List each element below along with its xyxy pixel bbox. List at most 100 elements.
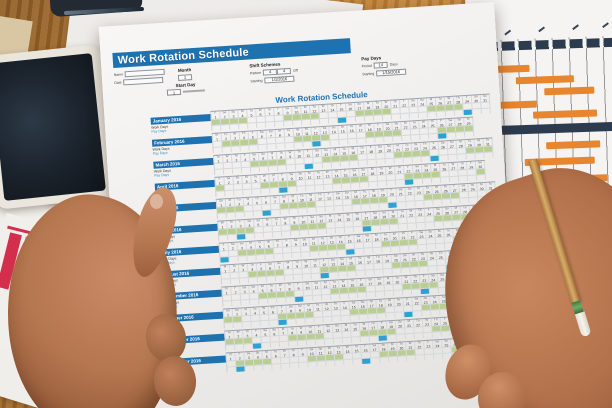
no-pay-cell: [261, 321, 269, 326]
check-mark: [538, 26, 546, 33]
no-pay-cell: [361, 204, 369, 209]
no-pay-cell: [245, 366, 253, 371]
date-field: [123, 76, 164, 86]
no-pay-cell: [291, 231, 299, 236]
no-pay-cell: [288, 187, 296, 192]
no-pay-cell: [226, 345, 234, 350]
no-pay-cell: [259, 299, 267, 304]
no-pay-cell: [426, 222, 434, 227]
no-pay-cell: [387, 181, 395, 186]
no-pay-cell: [430, 288, 438, 293]
no-pay-cell: [244, 344, 252, 349]
no-pay-cell: [320, 119, 328, 124]
no-pay-cell: [372, 226, 380, 231]
no-pay-cell: [448, 155, 456, 160]
tablet-screen: [0, 53, 106, 201]
no-pay-cell: [414, 179, 422, 184]
no-pay-cell: [327, 228, 335, 233]
no-pay-cell: [272, 364, 280, 369]
no-pay-cell: [325, 206, 333, 211]
no-pay-cell: [434, 354, 442, 359]
no-pay-cell: [439, 155, 447, 160]
no-pay-cell: [367, 292, 375, 297]
no-pay-cell: [473, 109, 481, 114]
no-pay-cell: [423, 178, 431, 183]
no-pay-cell: [268, 298, 276, 303]
no-pay-cell: [314, 317, 322, 322]
pay-day-cell: [304, 163, 314, 170]
no-pay-cell: [300, 230, 308, 235]
no-pay-cell: [344, 360, 352, 365]
no-pay-cell: [416, 355, 424, 360]
pay-day-cell: [420, 288, 430, 295]
no-pay-cell: [334, 338, 342, 343]
no-pay-cell: [323, 317, 331, 322]
name-label: Name: [113, 72, 124, 78]
name-field: [124, 68, 166, 78]
no-pay-cell: [252, 189, 260, 194]
no-pay-cell: [296, 164, 304, 169]
pattern-label: Pattern: [249, 70, 262, 75]
no-pay-cell: [271, 342, 279, 347]
no-pay-cell: [343, 338, 351, 343]
no-pay-cell: [317, 361, 325, 366]
pay-day-cell: [362, 358, 371, 364]
thumb-nail: [150, 194, 163, 209]
no-pay-cell: [225, 191, 233, 196]
no-pay-cell: [270, 188, 278, 193]
no-pay-cell: [401, 114, 409, 119]
pay-starting-label: Starting: [362, 71, 375, 76]
no-pay-cell: [384, 137, 392, 142]
pay-day-cell: [312, 141, 321, 147]
no-pay-cell: [442, 331, 450, 336]
no-pay-cell: [321, 141, 329, 146]
no-pay-cell: [289, 341, 297, 346]
no-pay-cell: [456, 132, 464, 137]
no-pay-cell: [482, 108, 490, 113]
no-pay-cell: [433, 332, 441, 337]
no-pay-cell: [370, 204, 378, 209]
no-pay-cell: [315, 185, 323, 190]
check-mark: [572, 24, 579, 31]
no-pay-cell: [258, 277, 266, 282]
no-pay-cell: [408, 223, 416, 228]
no-pay-cell: [250, 299, 258, 304]
no-pay-cell: [266, 122, 274, 127]
no-pay-cell: [299, 362, 307, 367]
no-pay-cell: [375, 270, 383, 275]
month-fields: Month 1 Start Day 1: [165, 66, 205, 97]
no-pay-cell: [314, 163, 322, 168]
no-pay-cell: [326, 361, 334, 366]
no-pay-cell: [247, 255, 255, 260]
no-pay-cell: [446, 111, 454, 116]
no-pay-cell: [427, 244, 435, 249]
pay-day-cell: [237, 234, 246, 240]
no-pay-cell: [230, 124, 238, 129]
no-pay-cell: [428, 112, 436, 117]
no-pay-cell: [345, 227, 353, 232]
no-pay-cell: [285, 275, 293, 280]
no-pay-cell: [273, 232, 281, 237]
no-pay-cell: [294, 142, 302, 147]
no-pay-cell: [278, 165, 286, 170]
month-value-field: 1: [177, 73, 193, 81]
no-pay-cell: [316, 207, 324, 212]
no-pay-cell: [240, 146, 248, 151]
no-pay-cell: [340, 294, 348, 299]
no-pay-cell: [260, 167, 268, 172]
no-pay-cell: [433, 200, 441, 205]
no-pay-cell: [287, 319, 295, 324]
no-pay-cell: [329, 118, 337, 123]
no-pay-cell: [398, 356, 406, 361]
no-pay-cell: [313, 295, 321, 300]
no-pay-cell: [441, 177, 449, 182]
no-pay-cell: [484, 152, 492, 157]
check-mark: [504, 29, 512, 36]
no-pay-cell: [397, 334, 405, 339]
no-pay-cell: [459, 176, 467, 181]
no-pay-cell: [388, 335, 396, 340]
no-pay-cell: [328, 250, 336, 255]
no-pay-cell: [309, 230, 317, 235]
pay-day-cell: [404, 311, 413, 318]
